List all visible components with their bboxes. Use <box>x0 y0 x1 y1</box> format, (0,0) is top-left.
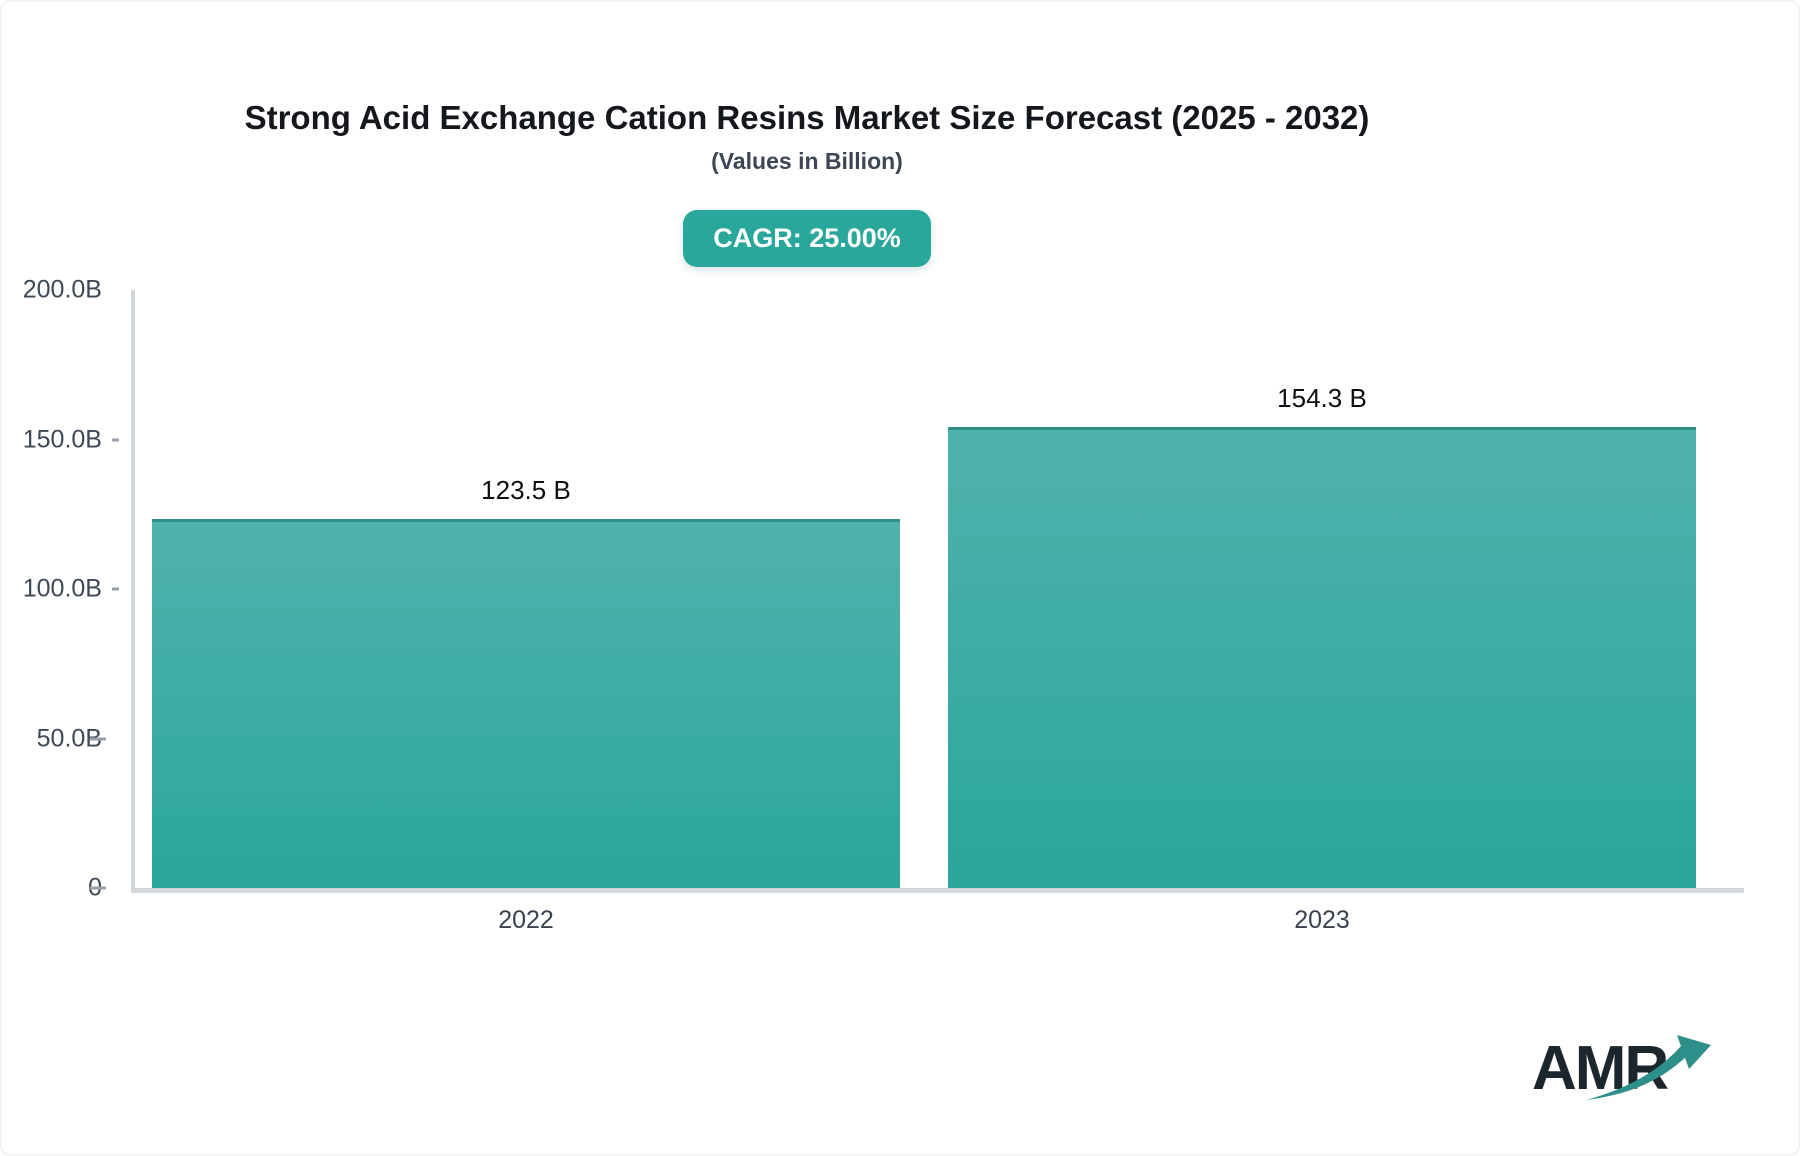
cagr-badge: CAGR: 25.00% <box>683 210 931 267</box>
y-axis-tick <box>90 886 106 890</box>
y-axis-tick <box>112 587 119 591</box>
bar-value-label-2022: 123.5 B <box>481 474 571 505</box>
y-axis-label: 200.0B <box>22 275 102 304</box>
bar-2023 <box>948 426 1696 888</box>
amr-logo-text: AMR <box>1532 1034 1668 1102</box>
amr-logo: AMR <box>1532 1034 1711 1102</box>
y-axis-label: 0 <box>2 874 102 903</box>
chart-subtitle: (Values in Billion) <box>711 148 903 174</box>
x-axis-label-2022: 2022 <box>498 906 554 934</box>
x-axis-label-2023: 2023 <box>1294 906 1350 934</box>
y-axis-tick <box>90 737 106 740</box>
chart-title: Strong Acid Exchange Cation Resins Marke… <box>244 99 1370 136</box>
bar-2022 <box>152 518 900 888</box>
y-axis-tick <box>112 438 119 441</box>
y-axis-label: 100.0B <box>22 574 102 603</box>
chart-header: Strong Acid Exchange Cation Resins Marke… <box>2 2 1612 267</box>
x-axis-line <box>131 888 1744 893</box>
y-axis-line <box>131 290 135 893</box>
y-axis-label: 50.0B <box>36 724 102 752</box>
bar-value-label-2023: 154.3 B <box>1277 382 1367 413</box>
y-axis-label: 150.0B <box>22 425 102 453</box>
growth-arrow-icon <box>1586 1035 1711 1100</box>
